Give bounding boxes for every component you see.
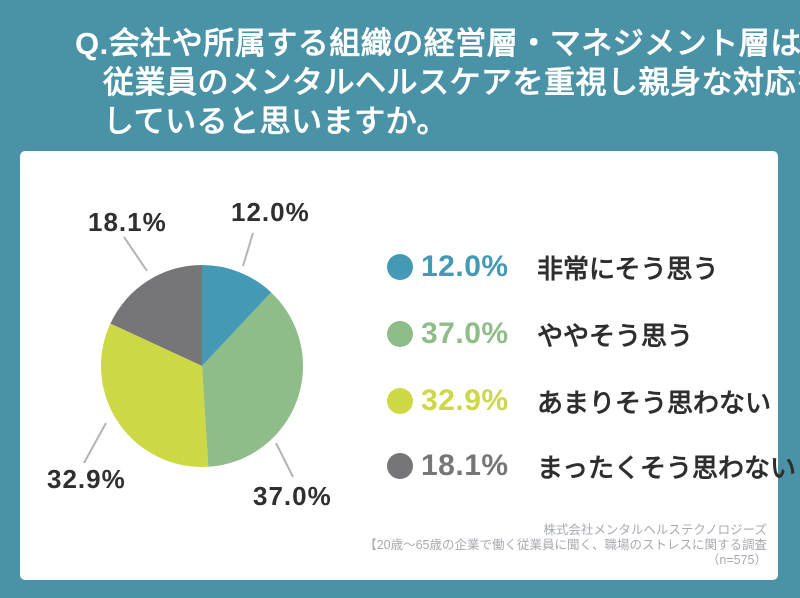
pie-callout-32-percent: 32.9% bbox=[47, 464, 126, 494]
leader-line-18-percent bbox=[123, 236, 148, 272]
source-note: 株式会社メンタルヘルステクノロジーズ 【20歳～65歳の企業で働く従業員に聞く、… bbox=[364, 523, 767, 568]
legend-label: まったくそう思わない bbox=[537, 452, 796, 483]
question-line-1: Q.会社や所属する組織の経営層・マネジメント層は、 bbox=[75, 26, 800, 61]
legend-percent: 32.9% bbox=[421, 384, 509, 417]
question-title: Q.会社や所属する組織の経営層・マネジメント層は、 従業員のメンタルヘルスケアを… bbox=[75, 24, 800, 141]
legend-item-somewhat-disagree: 32.9% あまりそう思わない bbox=[387, 384, 771, 418]
legend-dot-icon bbox=[387, 453, 413, 479]
legend-item-strongly-agree: 12.0% 非常にそう思う bbox=[387, 250, 718, 284]
legend-dot-icon bbox=[387, 388, 413, 414]
legend-percent: 18.1% bbox=[421, 449, 509, 482]
legend-item-strongly-disagree: 18.1% まったくそう思わない bbox=[387, 449, 796, 483]
legend-percent: 12.0% bbox=[421, 250, 509, 283]
source-sample-size: （n=575） bbox=[706, 553, 767, 567]
pie-callout-18-percent: 18.1% bbox=[88, 207, 167, 237]
question-line-2: 従業員のメンタルヘルスケアを重視し親身な対応を bbox=[103, 65, 800, 100]
legend-label: 非常にそう思う bbox=[537, 253, 719, 284]
pie-slice-3 bbox=[110, 265, 202, 366]
legend-dot-icon bbox=[387, 254, 413, 280]
leader-line-32-percent bbox=[83, 422, 107, 464]
source-company: 株式会社メンタルヘルステクノロジーズ bbox=[543, 523, 767, 537]
legend-percent: 37.0% bbox=[421, 317, 509, 350]
pie-slice-0 bbox=[202, 265, 272, 366]
chart-card: 12.0% 18.1% 32.9% 37.0% 12.0% 非常にそう思う 37… bbox=[20, 151, 796, 580]
leader-line-37-percent bbox=[275, 442, 294, 478]
pie-slice-1 bbox=[202, 292, 303, 467]
source-survey: 【20歳～65歳の企業で働く従業員に聞く、職場のストレスに関する調査 bbox=[364, 538, 767, 552]
legend-label: あまりそう思わない bbox=[537, 387, 772, 418]
pie-chart bbox=[83, 232, 303, 478]
legend-label: ややそう思う bbox=[537, 320, 694, 351]
question-line-3: していると思いますか。 bbox=[103, 104, 448, 139]
pie-callout-37-percent: 37.0% bbox=[253, 481, 332, 511]
pie-slice-2 bbox=[100, 323, 209, 467]
leader-line-12-percent bbox=[242, 232, 254, 267]
pie-callout-12-percent: 12.0% bbox=[231, 197, 310, 227]
legend-dot-icon bbox=[387, 321, 413, 347]
legend-item-somewhat-agree: 37.0% ややそう思う bbox=[387, 317, 693, 351]
